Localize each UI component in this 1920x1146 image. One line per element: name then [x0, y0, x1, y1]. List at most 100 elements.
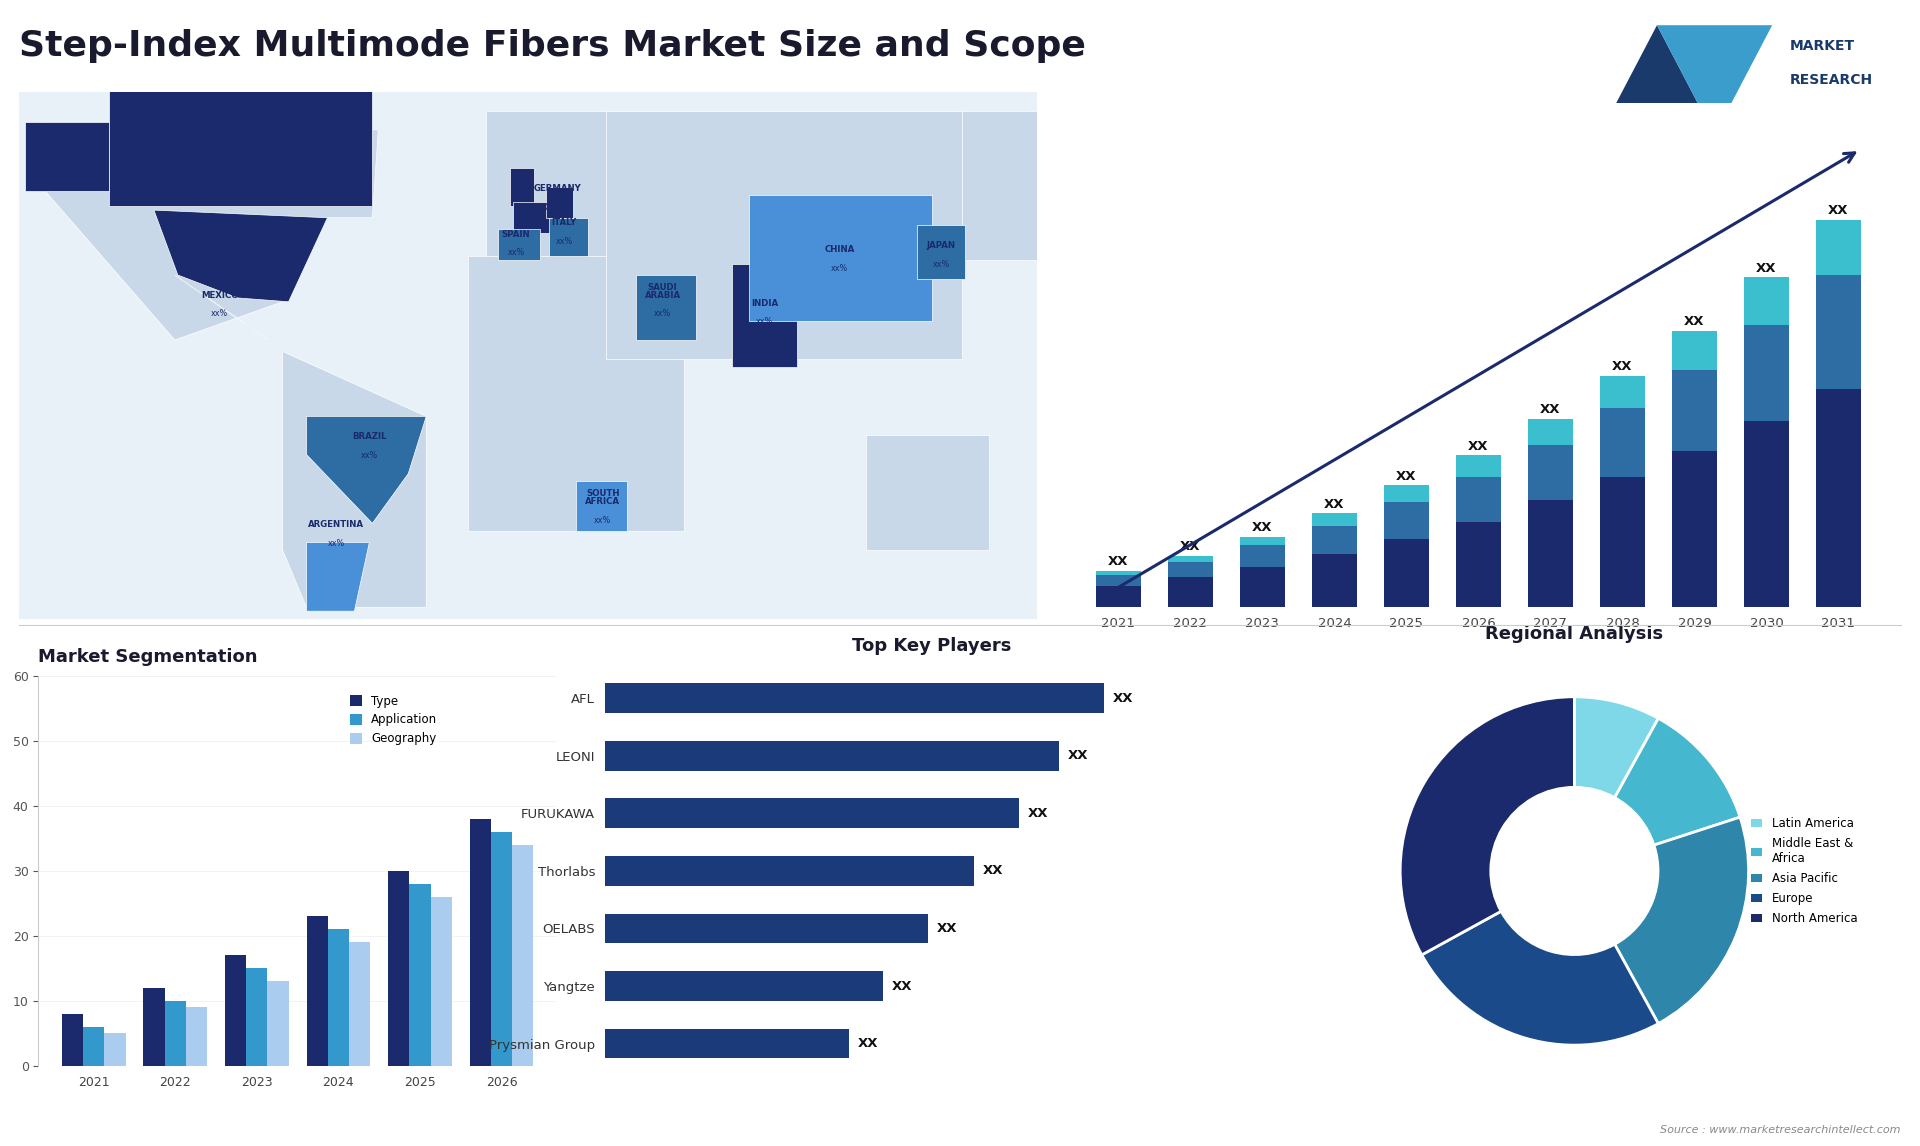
Bar	[1240, 566, 1284, 607]
Polygon shape	[109, 80, 372, 206]
Legend: Latin America, Middle East &
Africa, Asia Pacific, Europe, North America: Latin America, Middle East & Africa, Asi…	[1745, 813, 1862, 929]
Text: Source : www.marketresearchintellect.com: Source : www.marketresearchintellect.com	[1661, 1124, 1901, 1135]
Bar	[1528, 501, 1572, 607]
Bar	[1096, 571, 1140, 575]
Polygon shape	[549, 218, 588, 256]
Bar	[1167, 563, 1213, 578]
Bar	[349, 942, 371, 1066]
Bar	[1384, 539, 1428, 607]
Bar	[1743, 277, 1789, 324]
Polygon shape	[545, 187, 572, 218]
Text: XX: XX	[983, 864, 1002, 878]
Bar	[1528, 445, 1572, 501]
Text: SOUTH
AFRICA: SOUTH AFRICA	[586, 489, 620, 507]
Bar	[1528, 418, 1572, 445]
Text: ITALY: ITALY	[551, 218, 576, 227]
Polygon shape	[636, 275, 695, 340]
Polygon shape	[175, 275, 267, 340]
Text: xx%: xx%	[655, 309, 672, 319]
Wedge shape	[1421, 911, 1659, 1045]
Bar	[605, 856, 973, 886]
Text: XX: XX	[891, 980, 912, 992]
Text: MARKET: MARKET	[1789, 39, 1855, 53]
Bar	[61, 1014, 83, 1066]
Bar	[1311, 513, 1357, 526]
Text: BRAZIL: BRAZIL	[351, 432, 386, 441]
Text: XX: XX	[1068, 749, 1089, 762]
Bar	[1599, 376, 1645, 408]
Bar	[1240, 536, 1284, 545]
Bar	[83, 1027, 104, 1066]
Text: CHINA: CHINA	[824, 245, 854, 254]
Bar	[1455, 521, 1501, 607]
Text: Market Segmentation: Market Segmentation	[38, 649, 257, 666]
Bar	[246, 968, 267, 1066]
Polygon shape	[866, 435, 989, 550]
Text: RESEARCH: RESEARCH	[1789, 73, 1872, 87]
Bar	[1816, 220, 1860, 275]
Text: xx%: xx%	[831, 264, 849, 273]
Text: XX: XX	[1027, 807, 1048, 819]
Text: Step-Index Multimode Fibers Market Size and Scope: Step-Index Multimode Fibers Market Size …	[19, 29, 1087, 63]
Bar	[388, 871, 409, 1066]
Text: XX: XX	[1252, 521, 1273, 534]
Polygon shape	[607, 111, 962, 359]
Bar	[1599, 477, 1645, 607]
Text: XX: XX	[858, 1037, 877, 1050]
Bar	[1816, 275, 1860, 388]
Text: INDIA: INDIA	[751, 298, 778, 307]
Polygon shape	[154, 210, 328, 301]
Polygon shape	[307, 542, 369, 611]
Text: XX: XX	[1757, 261, 1776, 275]
Bar	[104, 1034, 125, 1066]
Text: SPAIN: SPAIN	[501, 229, 530, 238]
Text: XX: XX	[1114, 692, 1133, 705]
Text: CANADA: CANADA	[209, 138, 250, 147]
Bar	[492, 832, 513, 1066]
Polygon shape	[918, 226, 966, 278]
Text: XX: XX	[1325, 497, 1344, 510]
Bar	[1455, 455, 1501, 477]
Bar	[1311, 526, 1357, 554]
Text: xx%: xx%	[756, 317, 774, 327]
Bar	[328, 929, 349, 1066]
Polygon shape	[486, 111, 1068, 260]
Polygon shape	[25, 123, 109, 191]
Polygon shape	[497, 229, 540, 260]
Bar	[1240, 545, 1284, 566]
Text: xx%: xx%	[328, 539, 346, 548]
Bar	[165, 1000, 186, 1066]
Text: XX: XX	[1469, 440, 1488, 453]
Bar	[307, 917, 328, 1066]
Text: JAPAN: JAPAN	[927, 241, 956, 250]
Text: xx%: xx%	[549, 203, 566, 212]
Polygon shape	[1599, 25, 1715, 135]
Bar	[186, 1007, 207, 1066]
Bar	[267, 981, 288, 1066]
Wedge shape	[1615, 719, 1740, 845]
Polygon shape	[1657, 25, 1772, 135]
Text: GERMANY: GERMANY	[534, 183, 582, 193]
Bar	[1096, 586, 1140, 607]
Text: XX: XX	[1396, 470, 1417, 482]
Title: Top Key Players: Top Key Players	[851, 637, 1012, 654]
Wedge shape	[1400, 697, 1574, 955]
Bar	[1311, 554, 1357, 607]
Bar	[605, 799, 1020, 829]
Text: XX: XX	[1828, 204, 1849, 217]
Bar	[1384, 485, 1428, 502]
Bar	[430, 897, 451, 1066]
Text: xx%: xx%	[361, 450, 378, 460]
Text: xx%: xx%	[221, 249, 238, 258]
Bar	[1167, 556, 1213, 563]
Wedge shape	[1574, 697, 1659, 798]
Text: XX: XX	[1108, 556, 1129, 568]
Polygon shape	[576, 481, 626, 531]
Text: ARGENTINA: ARGENTINA	[309, 520, 365, 529]
Bar	[605, 741, 1060, 771]
Bar	[1096, 575, 1140, 586]
Text: U.K.: U.K.	[513, 172, 532, 181]
Polygon shape	[307, 416, 426, 524]
Bar	[1167, 578, 1213, 607]
Bar	[1743, 421, 1789, 607]
